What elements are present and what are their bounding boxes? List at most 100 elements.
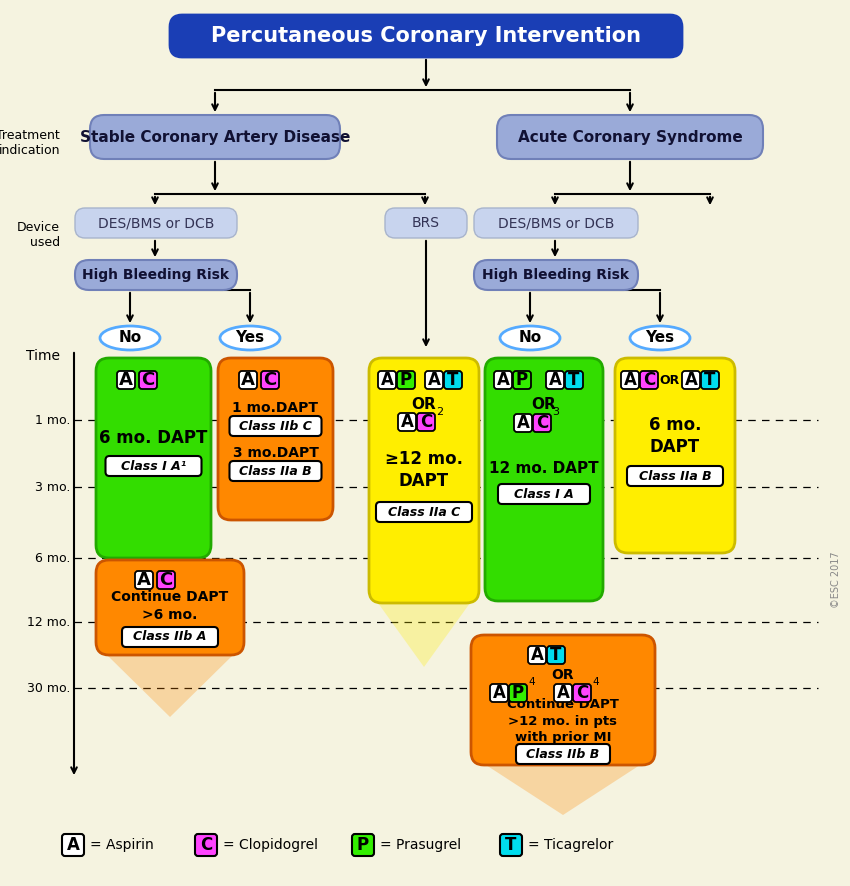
FancyBboxPatch shape [500, 834, 522, 856]
Text: Stable Coronary Artery Disease: Stable Coronary Artery Disease [80, 129, 350, 144]
FancyBboxPatch shape [621, 371, 639, 389]
Text: Continue DAPT
>6 mo.: Continue DAPT >6 mo. [111, 590, 229, 622]
FancyBboxPatch shape [239, 371, 257, 389]
Text: A: A [400, 413, 413, 431]
Text: P: P [400, 371, 412, 389]
FancyBboxPatch shape [513, 371, 531, 389]
Text: No: No [118, 330, 142, 346]
FancyBboxPatch shape [170, 15, 682, 57]
FancyBboxPatch shape [547, 646, 565, 664]
FancyBboxPatch shape [352, 834, 374, 856]
Text: A: A [66, 836, 79, 854]
Text: T: T [447, 371, 459, 389]
Text: 3 mo.DAPT: 3 mo.DAPT [233, 446, 319, 460]
FancyBboxPatch shape [471, 635, 655, 765]
Text: T: T [705, 371, 716, 389]
FancyBboxPatch shape [75, 260, 237, 290]
FancyBboxPatch shape [157, 571, 175, 589]
Text: P: P [357, 836, 369, 854]
FancyBboxPatch shape [474, 208, 638, 238]
Ellipse shape [100, 326, 160, 350]
Text: OR: OR [552, 668, 575, 682]
Text: 6 mo. DAPT: 6 mo. DAPT [99, 429, 207, 447]
FancyBboxPatch shape [546, 371, 564, 389]
Text: Device
used: Device used [17, 221, 60, 249]
FancyBboxPatch shape [701, 371, 719, 389]
FancyBboxPatch shape [497, 115, 763, 159]
FancyBboxPatch shape [425, 371, 443, 389]
Text: Class IIb C: Class IIb C [239, 419, 312, 432]
FancyBboxPatch shape [376, 502, 472, 522]
FancyBboxPatch shape [615, 358, 735, 553]
FancyBboxPatch shape [397, 371, 415, 389]
Text: C: C [264, 371, 276, 389]
Text: A: A [684, 371, 698, 389]
Text: 6 mo.
DAPT: 6 mo. DAPT [649, 416, 701, 456]
FancyBboxPatch shape [573, 684, 591, 702]
FancyBboxPatch shape [369, 358, 479, 603]
Text: A: A [517, 414, 530, 432]
Text: High Bleeding Risk: High Bleeding Risk [483, 268, 630, 282]
FancyBboxPatch shape [230, 461, 321, 481]
Text: 30 mo.: 30 mo. [26, 681, 70, 695]
Text: C: C [141, 371, 155, 389]
FancyBboxPatch shape [218, 358, 333, 520]
FancyBboxPatch shape [490, 684, 508, 702]
Text: = Clopidogrel: = Clopidogrel [223, 838, 318, 852]
FancyBboxPatch shape [509, 684, 527, 702]
Ellipse shape [220, 326, 280, 350]
Text: 6 mo.: 6 mo. [35, 551, 70, 564]
Text: Class I A¹: Class I A¹ [121, 460, 186, 472]
FancyBboxPatch shape [514, 414, 532, 432]
Text: Class IIb A: Class IIb A [133, 631, 207, 643]
Text: C: C [159, 571, 173, 589]
Text: T: T [505, 836, 517, 854]
FancyBboxPatch shape [554, 684, 572, 702]
Text: DES/BMS or DCB: DES/BMS or DCB [498, 216, 615, 230]
Text: T: T [550, 646, 562, 664]
Text: = Prasugrel: = Prasugrel [380, 838, 461, 852]
Text: OR: OR [660, 374, 680, 386]
FancyBboxPatch shape [62, 834, 84, 856]
Text: Yes: Yes [645, 330, 675, 346]
FancyBboxPatch shape [96, 560, 244, 655]
FancyBboxPatch shape [494, 371, 512, 389]
FancyBboxPatch shape [122, 627, 218, 647]
Text: A: A [119, 371, 133, 389]
Text: A: A [624, 371, 637, 389]
Text: = Aspirin: = Aspirin [90, 838, 154, 852]
FancyBboxPatch shape [516, 744, 610, 764]
Text: A: A [381, 371, 394, 389]
FancyBboxPatch shape [96, 358, 211, 558]
FancyBboxPatch shape [117, 371, 135, 389]
Text: Continue DAPT
>12 mo. in pts
with prior MI: Continue DAPT >12 mo. in pts with prior … [507, 698, 619, 743]
Text: A: A [530, 646, 543, 664]
Text: 12 mo. DAPT: 12 mo. DAPT [490, 461, 598, 476]
Text: High Bleeding Risk: High Bleeding Risk [82, 268, 230, 282]
Text: ≥12 mo.
DAPT: ≥12 mo. DAPT [385, 450, 463, 490]
Polygon shape [107, 655, 233, 717]
Text: A: A [428, 371, 440, 389]
FancyBboxPatch shape [528, 646, 546, 664]
Text: P: P [512, 684, 524, 702]
Text: A: A [492, 684, 506, 702]
Text: Time: Time [26, 349, 60, 363]
Text: BRS: BRS [412, 216, 440, 230]
Text: Yes: Yes [235, 330, 264, 346]
Text: = Ticagrelor: = Ticagrelor [528, 838, 613, 852]
FancyBboxPatch shape [105, 456, 201, 476]
Polygon shape [378, 603, 470, 667]
Text: Percutaneous Coronary Intervention: Percutaneous Coronary Intervention [211, 26, 641, 46]
Text: Class IIa C: Class IIa C [388, 506, 460, 518]
Text: C: C [420, 413, 432, 431]
Text: T: T [569, 371, 580, 389]
Text: A: A [496, 371, 509, 389]
Text: Treatment
indication: Treatment indication [0, 129, 60, 157]
Text: 3: 3 [552, 407, 559, 417]
FancyBboxPatch shape [398, 413, 416, 431]
FancyBboxPatch shape [135, 571, 153, 589]
Text: 12 mo.: 12 mo. [26, 616, 70, 628]
FancyBboxPatch shape [90, 115, 340, 159]
FancyBboxPatch shape [627, 466, 723, 486]
Text: C: C [200, 836, 212, 854]
